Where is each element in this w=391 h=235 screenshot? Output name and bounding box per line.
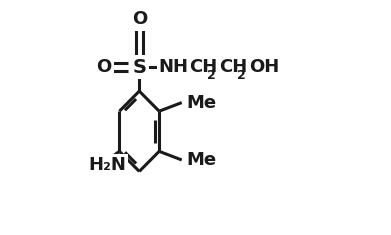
Text: CH: CH <box>219 58 247 76</box>
Text: NH: NH <box>159 58 189 76</box>
Text: 2: 2 <box>237 69 245 82</box>
Text: CH: CH <box>189 58 217 76</box>
Text: Me: Me <box>187 151 217 169</box>
Text: S: S <box>132 58 146 77</box>
Text: H₂N: H₂N <box>89 156 127 173</box>
Text: OH: OH <box>249 58 280 76</box>
Text: 2: 2 <box>207 69 215 82</box>
Text: Me: Me <box>187 94 217 112</box>
Text: O: O <box>132 10 147 28</box>
Text: O: O <box>96 58 111 76</box>
